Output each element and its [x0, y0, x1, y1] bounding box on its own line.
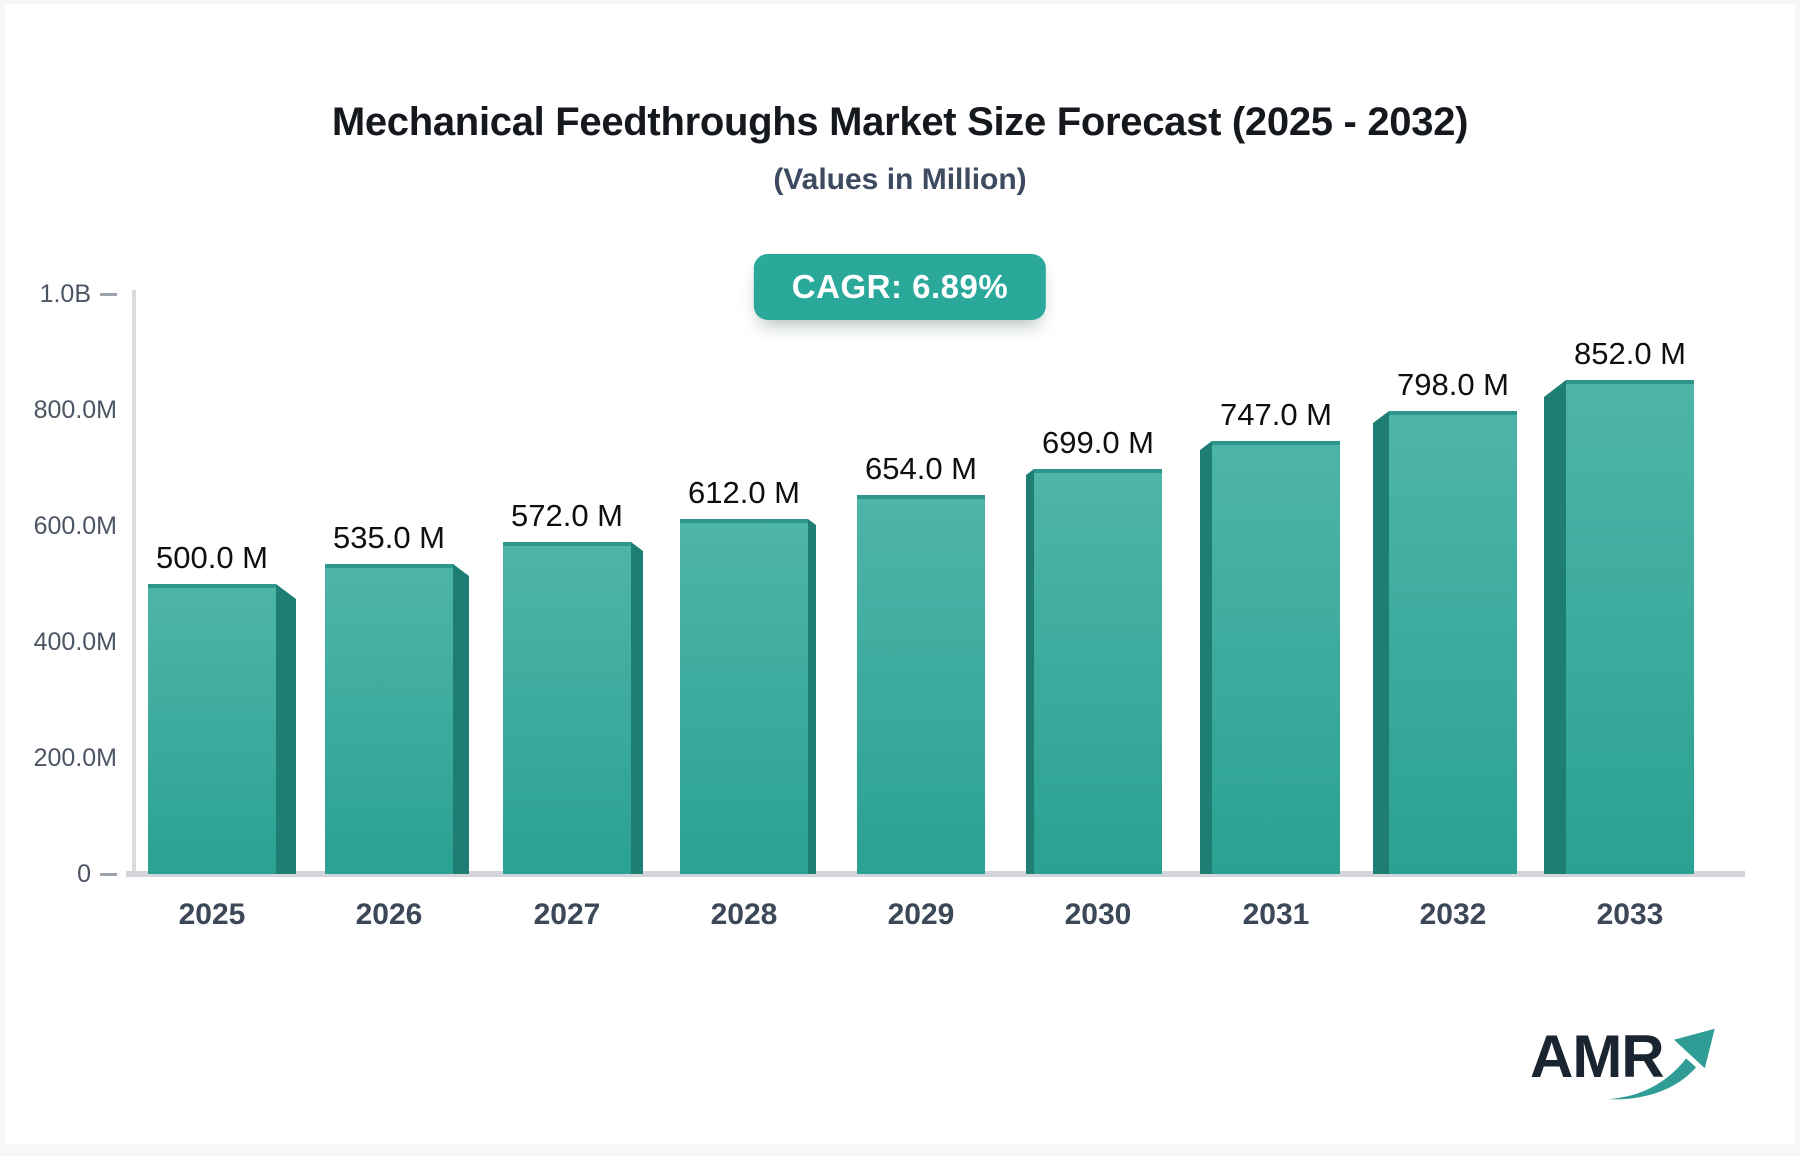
amr-logo: AMR [1530, 1022, 1730, 1112]
chart-title: Mechanical Feedthroughs Market Size Fore… [331, 100, 1469, 144]
growth-arrow-icon [1608, 1028, 1715, 1100]
cagr-badge-label: CAGR: 6.89% [791, 268, 1009, 305]
amr-logo-text: AMR [1530, 1023, 1665, 1090]
chart-subtitle: (Values in Million) [773, 163, 1027, 196]
cagr-badge: CAGR: 6.89% [753, 254, 1047, 320]
